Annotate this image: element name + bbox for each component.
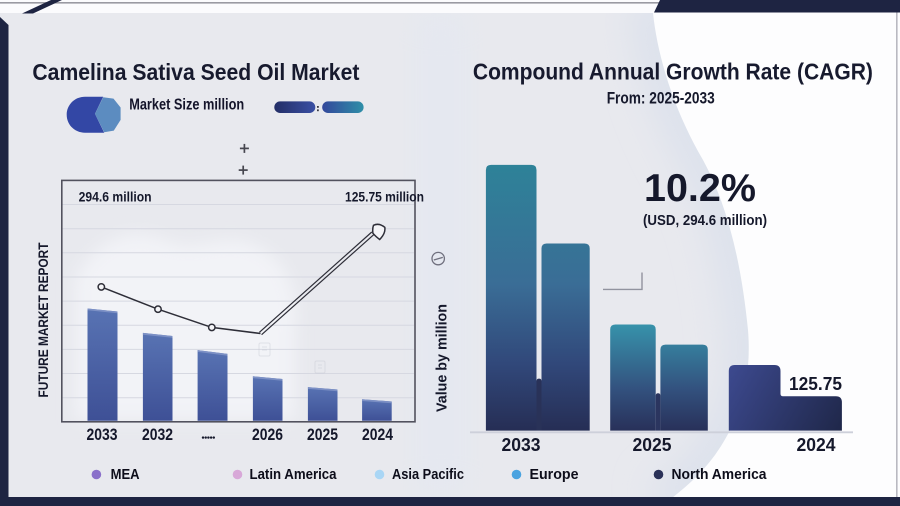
svg-text:Asia Pacific: Asia Pacific	[392, 466, 464, 483]
svg-text:10.2%: 10.2%	[644, 167, 756, 210]
svg-text:Camelina Sativa Seed Oil Marke: Camelina Sativa Seed Oil Market	[32, 59, 359, 85]
svg-text:2025: 2025	[633, 435, 672, 455]
svg-text:294.6 million: 294.6 million	[79, 189, 152, 205]
svg-text:2032: 2032	[142, 425, 173, 444]
svg-text:Value by million: Value by million	[435, 304, 451, 412]
svg-text:Compound Annual Growth Rate (C: Compound Annual Growth Rate (CAGR)	[473, 59, 873, 85]
svg-text:2033: 2033	[502, 435, 541, 455]
svg-text:2024: 2024	[797, 435, 836, 455]
svg-text:125.75: 125.75	[789, 374, 842, 394]
svg-text:Market Size million: Market Size million	[129, 97, 244, 114]
svg-text:MEA: MEA	[111, 466, 140, 483]
svg-text:Europe: Europe	[530, 466, 579, 483]
svg-text:From: 2025-2033: From: 2025-2033	[607, 89, 715, 108]
svg-text:125.75 million: 125.75 million	[345, 189, 424, 205]
svg-text:2024: 2024	[362, 425, 393, 444]
svg-text:Latin America: Latin America	[250, 466, 338, 483]
svg-text:2025: 2025	[307, 425, 338, 444]
svg-text:2026: 2026	[252, 425, 283, 444]
svg-text:North America: North America	[672, 466, 768, 483]
svg-text:2033: 2033	[87, 425, 118, 444]
svg-text:(USD, 294.6 million): (USD, 294.6 million)	[643, 213, 767, 229]
svg-text:FUTURE MARKET REPORT: FUTURE MARKET REPORT	[35, 242, 51, 397]
